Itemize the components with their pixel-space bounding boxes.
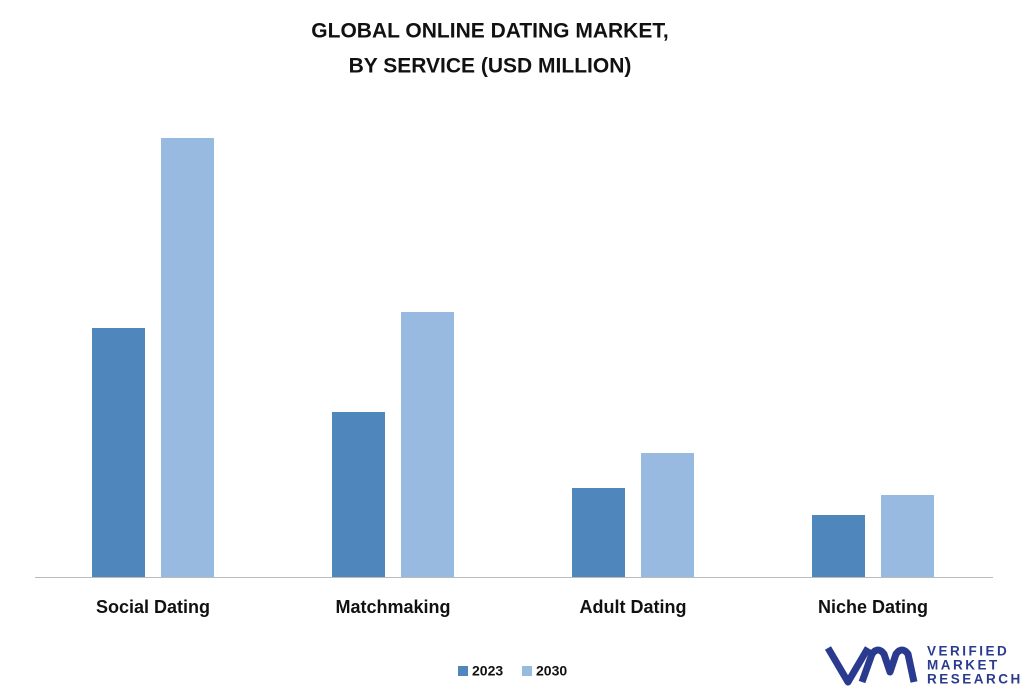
logo-text: RESEARCH: [927, 672, 1023, 687]
legend-swatch: [522, 666, 532, 676]
legend-label: 2030: [536, 663, 567, 679]
x-tick-label: Matchmaking: [335, 597, 450, 617]
x-tick-label: Social Dating: [96, 597, 210, 617]
legend-swatch: [458, 666, 468, 676]
bar: [332, 412, 385, 577]
x-tick-label: Adult Dating: [580, 597, 687, 617]
bar: [881, 495, 934, 577]
bar: [92, 328, 145, 577]
bar: [812, 515, 865, 577]
bar: [401, 312, 454, 577]
bar: [641, 453, 694, 577]
logo-text: VERIFIED: [927, 644, 1009, 659]
chart-title: BY SERVICE (USD MILLION): [349, 55, 632, 78]
bar: [161, 138, 214, 577]
logo-mark: [824, 646, 918, 686]
logo-text: MARKET: [927, 658, 1000, 673]
bar: [572, 488, 625, 577]
x-tick-label: Niche Dating: [818, 597, 928, 617]
chart-title: GLOBAL ONLINE DATING MARKET,: [311, 20, 668, 43]
legend-label: 2023: [472, 663, 503, 679]
logo: VERIFIED MARKET RESEARCH: [824, 644, 1023, 687]
